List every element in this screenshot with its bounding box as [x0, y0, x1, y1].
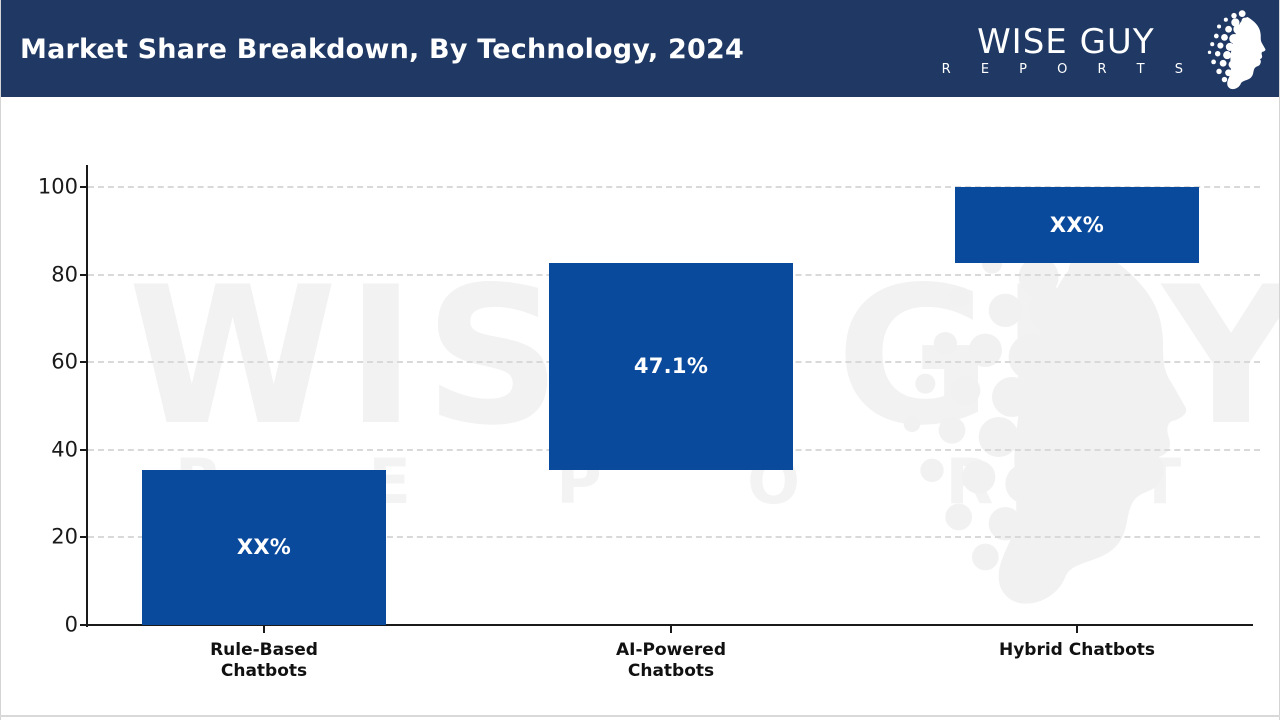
x-tick-mark: [1076, 626, 1078, 633]
y-tick-mark: [80, 273, 88, 276]
bar-value-label: 47.1%: [633, 354, 709, 379]
y-tick-label: 20: [51, 524, 78, 549]
header-bar: Market Share Breakdown, By Technology, 2…: [0, 0, 1280, 97]
bar-1: XX%: [142, 469, 386, 625]
bar-3: XX%: [955, 187, 1199, 264]
y-tick-label: 100: [37, 174, 78, 199]
y-tick-label: 80: [51, 262, 78, 287]
y-tick-label: 0: [64, 612, 78, 637]
logo-text: WISE GUY R E P O R T S: [936, 24, 1196, 77]
bar-2: 47.1%: [549, 263, 793, 470]
page-border-bottom: [0, 715, 1280, 717]
x-axis-line: [85, 624, 1253, 626]
y-tick-mark: [80, 624, 88, 626]
y-tick-label: 40: [51, 437, 78, 462]
logo-reports-text: R E P O R T S: [941, 62, 1196, 77]
wiseguy-logo: WISE GUY R E P O R T S: [942, 4, 1268, 96]
x-tick-label: AI-Powered Chatbots: [616, 640, 726, 681]
y-tick-label: 60: [51, 349, 78, 374]
gridline-y-20: [88, 536, 1260, 539]
x-tick-mark: [670, 626, 672, 633]
gridline-y-100: [88, 186, 1260, 188]
chart-title: Market Share Breakdown, By Technology, 2…: [20, 34, 745, 65]
bar-value-label: XX%: [236, 535, 292, 560]
logo-wordmark: WISE GUY: [977, 22, 1155, 62]
y-tick-mark: [80, 448, 88, 451]
y-axis-line: [86, 165, 88, 627]
bar-value-label: XX%: [1049, 213, 1105, 238]
y-tick-mark: [80, 536, 88, 539]
x-tick-label: Hybrid Chatbots: [998, 640, 1156, 660]
page-border-left: [0, 0, 1, 720]
y-tick-mark: [80, 186, 88, 188]
y-tick-mark: [80, 361, 88, 364]
x-tick-mark: [263, 626, 265, 633]
x-tick-label: Rule-Based Chatbots: [210, 640, 318, 681]
